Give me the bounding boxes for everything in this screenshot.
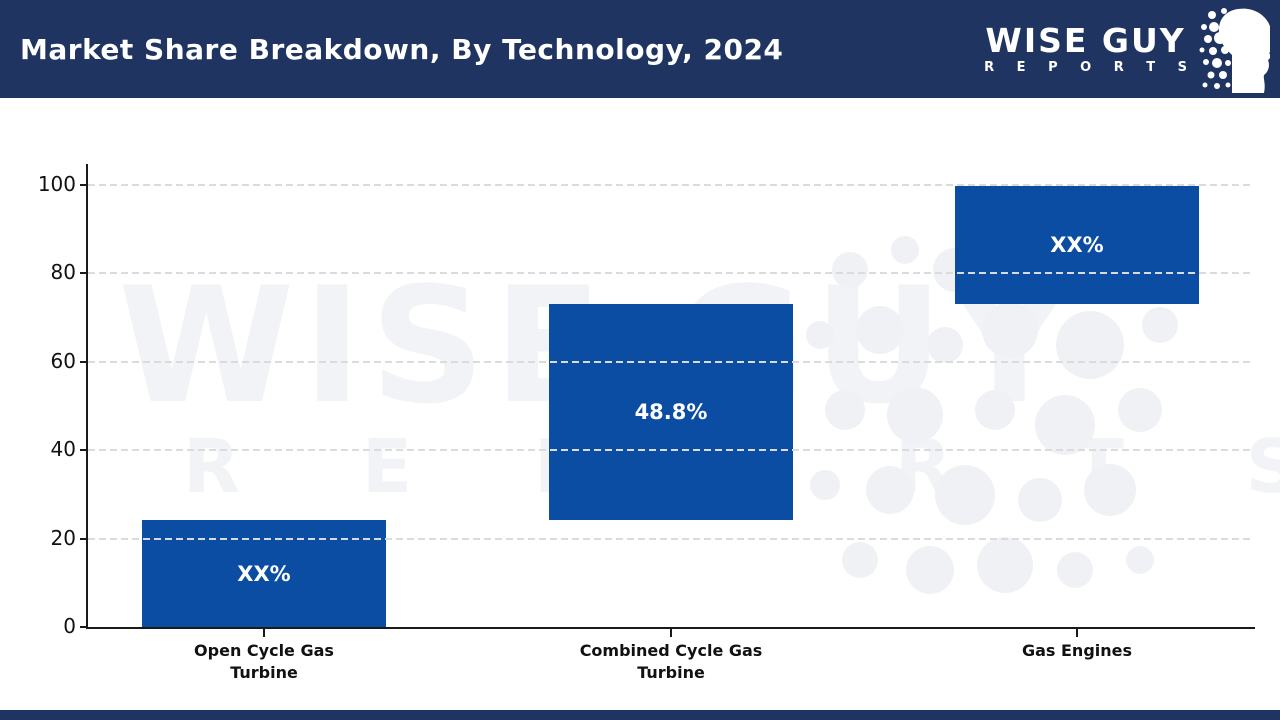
y-tick-label: 0	[63, 614, 76, 638]
gridline-80	[88, 272, 1253, 275]
y-tick-mark	[80, 626, 87, 628]
y-tick-label: 80	[50, 260, 76, 285]
x-tick-mark	[1076, 629, 1078, 637]
x-tick-label: Gas Engines	[1021, 641, 1133, 660]
x-tick-mark	[670, 629, 672, 637]
x-tick-mark	[263, 629, 265, 637]
x-axis	[86, 627, 1255, 629]
bar-value-label: XX%	[237, 561, 291, 586]
logo-subtitle: R E P O R T S	[984, 59, 1196, 75]
bar-value-label: 48.8%	[634, 400, 708, 425]
page-title: Market Share Breakdown, By Technology, 2…	[20, 32, 784, 66]
y-axis	[86, 164, 88, 629]
logo-face-icon	[1199, 8, 1270, 93]
bar-2	[549, 304, 793, 521]
x-tick-label: Combined Cycle Gas Turbine	[579, 641, 763, 682]
gridline-40	[88, 449, 1253, 452]
logo-wordmark: WISE GUY	[985, 20, 1186, 60]
bar-3	[955, 185, 1199, 305]
gridline-100	[88, 184, 1253, 186]
header-bar: Market Share Breakdown, By Technology, 2…	[0, 0, 1280, 98]
y-tick-mark	[80, 360, 87, 363]
gridline-60	[88, 360, 1253, 363]
bar-value-label: XX%	[1050, 233, 1104, 258]
y-tick-mark	[80, 449, 87, 452]
y-tick-mark	[80, 272, 87, 275]
logo-text: WISE GUY R E P O R T S	[975, 24, 1196, 75]
y-tick-label: 40	[50, 437, 76, 462]
y-tick-label: 100	[37, 172, 76, 196]
wise-guy-logo: WISE GUY R E P O R T S	[975, 5, 1280, 93]
y-tick-label: 60	[50, 348, 76, 373]
y-tick-mark	[80, 537, 87, 540]
x-tick-label: Open Cycle Gas Turbine	[194, 641, 334, 682]
footer-bar	[0, 710, 1280, 720]
gridline-20	[88, 537, 1253, 540]
y-tick-mark	[80, 184, 87, 186]
y-tick-label: 20	[50, 525, 76, 550]
